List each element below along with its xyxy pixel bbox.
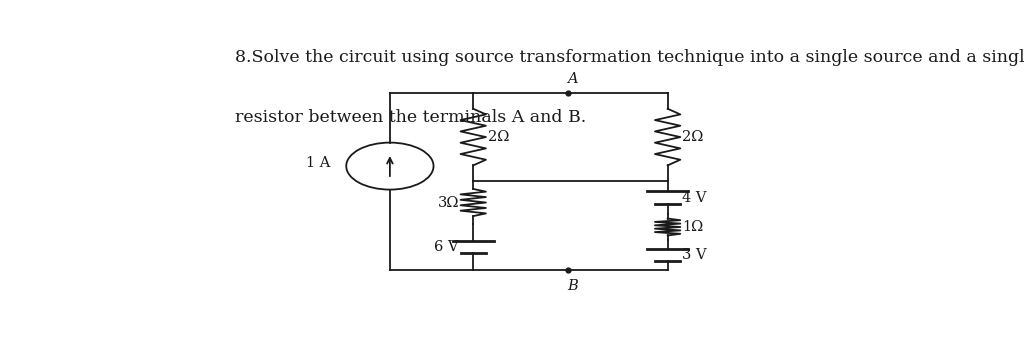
- Text: 6 V: 6 V: [434, 240, 459, 254]
- Text: 2Ω: 2Ω: [682, 130, 703, 144]
- Text: 1 A: 1 A: [306, 156, 331, 170]
- Text: 8.Solve the circuit using source transformation technique into a single source a: 8.Solve the circuit using source transfo…: [236, 48, 1024, 66]
- Text: 2Ω: 2Ω: [487, 130, 509, 144]
- Text: 3 V: 3 V: [682, 248, 707, 262]
- Text: 4 V: 4 V: [682, 191, 707, 205]
- Text: 1Ω: 1Ω: [682, 220, 703, 234]
- Text: resistor between the terminals A and B.: resistor between the terminals A and B.: [236, 109, 587, 126]
- Text: 3Ω: 3Ω: [437, 196, 459, 210]
- Text: A: A: [567, 72, 578, 86]
- Text: B: B: [567, 279, 578, 293]
